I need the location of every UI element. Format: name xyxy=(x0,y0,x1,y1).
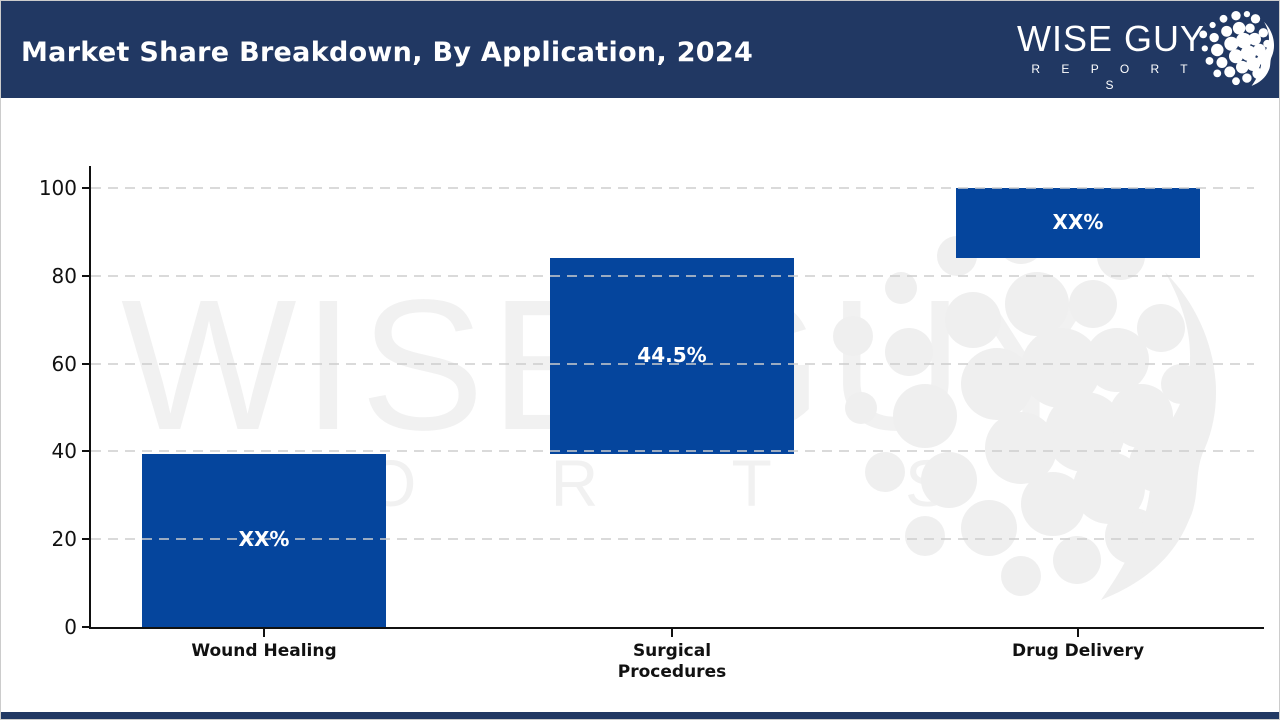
y-axis-tick-mark xyxy=(82,626,90,628)
bar-value-label-wound-healing: XX% xyxy=(238,527,290,552)
y-axis-tick-mark xyxy=(82,538,90,541)
gridline-40 xyxy=(91,450,1254,453)
gridline-60 xyxy=(91,362,1254,365)
bar-surgical-procedures xyxy=(550,258,794,454)
y-axis-tick-mark xyxy=(82,274,90,277)
bar-value-label-surgical-procedures: 44.5% xyxy=(637,342,707,367)
logo-wiseguy-text: WISE GUY xyxy=(1016,18,1206,59)
y-axis-tick-label: 0 xyxy=(64,615,77,639)
gridline-20 xyxy=(91,538,1254,541)
bar-wound-healing xyxy=(142,453,386,627)
bar-value-label-drug-delivery: XX% xyxy=(1052,210,1104,235)
x-axis-tick-mark xyxy=(671,629,673,637)
y-axis-tick-mark xyxy=(82,450,90,453)
x-axis-category-label-drug-delivery: Drug Delivery xyxy=(1011,641,1145,661)
logo-reports-text: R E P O R T S xyxy=(1031,62,1197,92)
x-axis-line xyxy=(89,627,1264,629)
footer-bar xyxy=(1,712,1279,719)
y-axis-tick-label: 100 xyxy=(38,176,77,200)
y-axis-tick-label: 60 xyxy=(51,351,77,376)
x-axis-category-label-surgical-procedures: Surgical Procedures xyxy=(617,641,727,682)
x-axis-tick-mark xyxy=(1077,629,1079,637)
logo-text: WISE GUY R E P O R T S xyxy=(1015,19,1207,93)
y-axis-tick-mark xyxy=(82,187,90,189)
y-axis-line xyxy=(89,166,91,628)
logo-face-icon xyxy=(1199,11,1275,86)
gridline-100 xyxy=(91,187,1254,189)
wise-guy-reports-logo: WISE GUY R E P O R T S xyxy=(1015,5,1275,95)
y-axis-tick-mark xyxy=(82,362,90,365)
x-axis-tick-mark xyxy=(263,629,265,637)
y-axis-tick-label: 20 xyxy=(51,527,77,552)
header-bar: Market Share Breakdown, By Application, … xyxy=(1,1,1279,98)
y-axis-tick-label: 80 xyxy=(51,263,77,288)
y-axis-tick-label: 40 xyxy=(51,439,77,464)
chart-title: Market Share Breakdown, By Application, … xyxy=(21,37,754,68)
x-axis-category-label-wound-healing: Wound Healing xyxy=(191,641,337,661)
gridline-80 xyxy=(91,274,1254,277)
